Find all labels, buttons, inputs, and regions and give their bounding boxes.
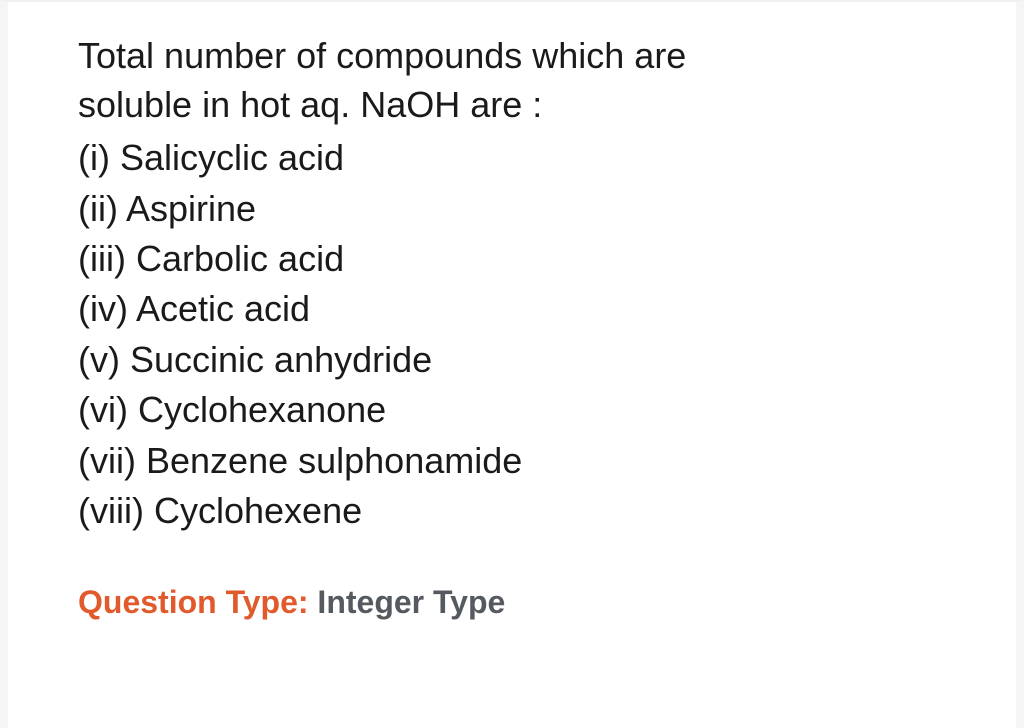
- option-marker: (viii): [78, 490, 144, 531]
- option-item: (i) Salicyclic acid: [78, 133, 946, 183]
- option-text: Benzene sulphonamide: [146, 440, 522, 481]
- question-type-label: Question Type:: [78, 584, 317, 620]
- option-marker: (iii): [78, 238, 126, 279]
- option-marker: (vi): [78, 389, 128, 430]
- question-stem-line2: soluble in hot aq. NaOH are :: [78, 84, 542, 125]
- option-text: Salicyclic acid: [120, 137, 344, 178]
- question-stem: Total number of compounds which are solu…: [78, 32, 946, 129]
- option-marker: (i): [78, 137, 110, 178]
- option-item: (vi) Cyclohexanone: [78, 385, 946, 435]
- option-item: (viii) Cyclohexene: [78, 486, 946, 536]
- option-text: Carbolic acid: [136, 238, 344, 279]
- option-text: Cyclohexanone: [138, 389, 386, 430]
- options-list: (i) Salicyclic acid (ii) Aspirine (iii) …: [78, 133, 946, 536]
- question-stem-line1: Total number of compounds which are: [78, 35, 686, 76]
- option-marker: (ii): [78, 188, 118, 229]
- option-marker: (v): [78, 339, 120, 380]
- option-item: (iii) Carbolic acid: [78, 234, 946, 284]
- option-item: (v) Succinic anhydride: [78, 335, 946, 385]
- option-item: (vii) Benzene sulphonamide: [78, 436, 946, 486]
- option-marker: (iv): [78, 288, 128, 329]
- option-text: Cyclohexene: [154, 490, 362, 531]
- question-type-footer: Question Type: Integer Type: [78, 584, 946, 621]
- option-item: (ii) Aspirine: [78, 184, 946, 234]
- option-item: (iv) Acetic acid: [78, 284, 946, 334]
- option-marker: (vii): [78, 440, 136, 481]
- option-text: Aspirine: [126, 188, 256, 229]
- question-type-value: Integer Type: [317, 584, 505, 620]
- option-text: Succinic anhydride: [130, 339, 432, 380]
- option-text: Acetic acid: [136, 288, 310, 329]
